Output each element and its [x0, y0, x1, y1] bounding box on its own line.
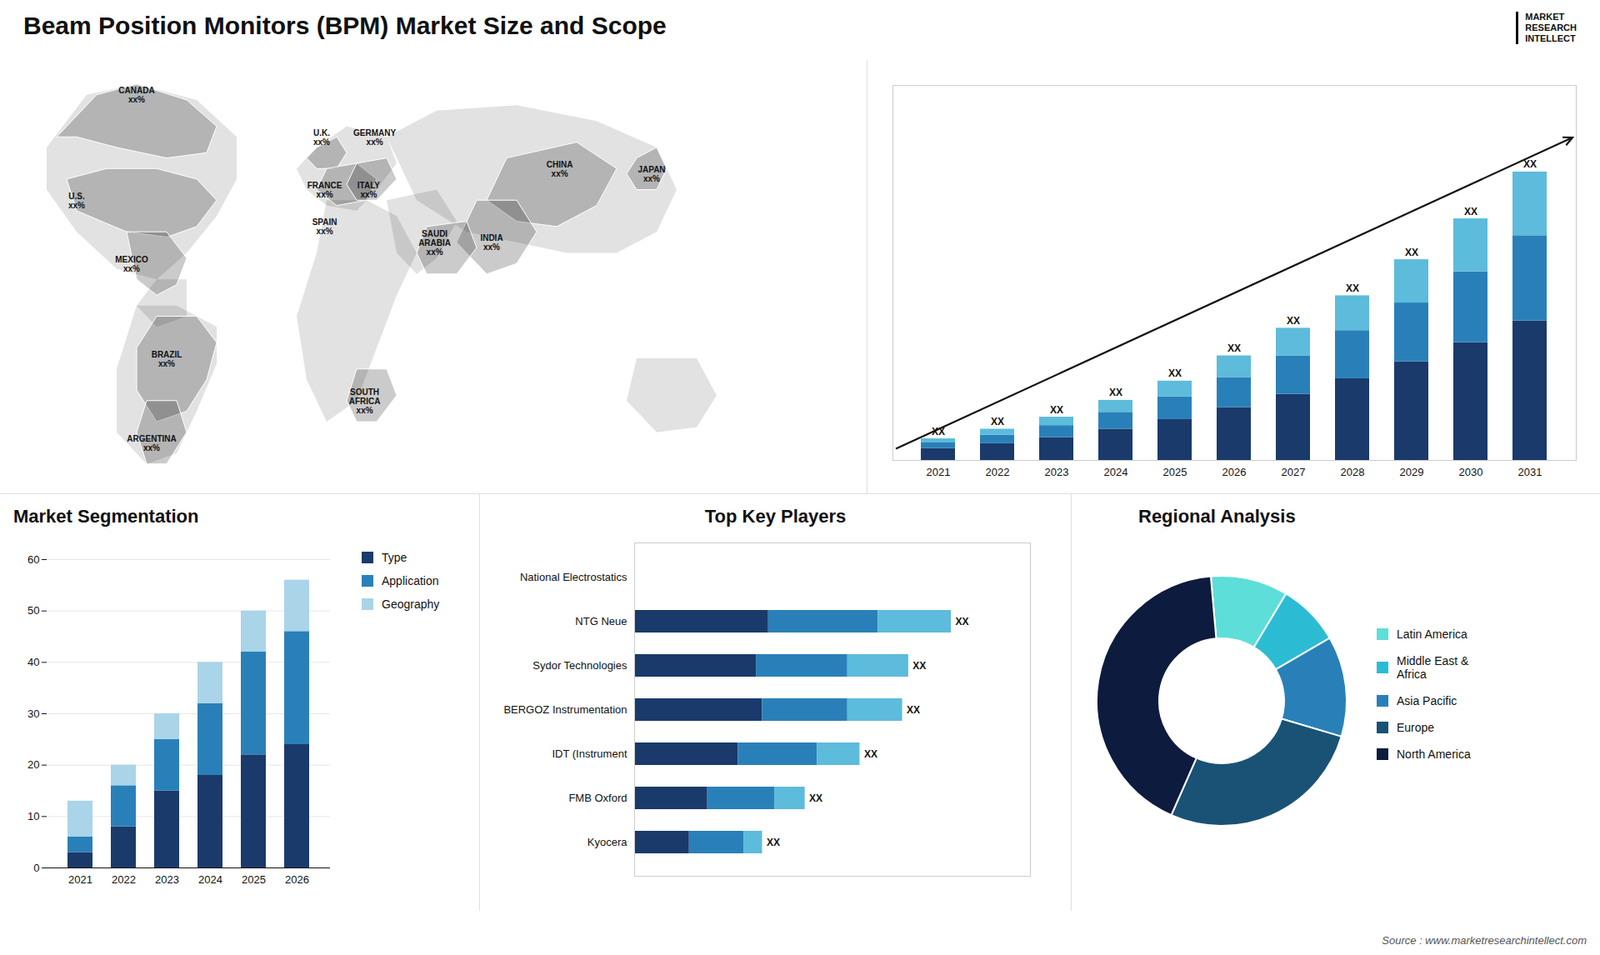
html-text:MARKET: MARKET [1525, 11, 1565, 22]
svg-text:ITALYxx%: ITALYxx% [357, 180, 381, 200]
html-text:Middle East & Africa: Middle East & Africa [1396, 654, 1469, 681]
svg-text:ARGENTINAxx%: ARGENTINAxx% [126, 434, 176, 453]
svg-text:XX: XX [864, 748, 878, 760]
svg-text:XX: XX [1109, 386, 1123, 399]
html-text:Beam Position Monitors (BPM) M: Beam Position Monitors (BPM) Market Size… [23, 11, 667, 40]
svg-text:2026: 2026 [285, 873, 310, 886]
html-text:Europe: Europe [1396, 720, 1435, 735]
svg-text:XX: XX [809, 792, 823, 805]
svg-text:XX: XX [1227, 342, 1241, 355]
html-text:Source : www.marketresearchint: Source : www.marketresearchintellect.com [1381, 934, 1587, 947]
svg-text:JAPANxx%: JAPANxx% [637, 165, 665, 184]
svg-text:CANADAxx%: CANADAxx% [118, 85, 155, 105]
svg-text:XX: XX [1345, 282, 1360, 295]
svg-text:40: 40 [27, 655, 40, 669]
svg-text:National Electrostatics: National Electrostatics [520, 570, 628, 584]
svg-text:2025: 2025 [241, 873, 266, 886]
svg-text:XX: XX [955, 615, 970, 628]
svg-text:0: 0 [33, 861, 40, 875]
svg-text:2029: 2029 [1400, 465, 1425, 479]
svg-text:CHINAxx%: CHINAxx% [546, 160, 574, 179]
svg-text:XX: XX [1286, 315, 1300, 327]
svg-text:2023: 2023 [155, 873, 180, 886]
html-text:RESEARCH: RESEARCH [1525, 22, 1577, 33]
svg-text:2023: 2023 [1045, 465, 1070, 479]
svg-text:GERMANYxx%: GERMANYxx% [353, 128, 396, 147]
svg-text:2024: 2024 [198, 873, 223, 886]
html-text:North America: North America [1396, 747, 1471, 761]
svg-text:XX: XX [1405, 246, 1419, 259]
svg-text:MEXICOxx%: MEXICOxx% [115, 255, 149, 274]
svg-text:XX: XX [766, 836, 780, 849]
svg-text:10: 10 [27, 810, 40, 823]
svg-text:XX: XX [990, 415, 1005, 428]
svg-text:2026: 2026 [1222, 465, 1247, 479]
svg-text:XX: XX [931, 425, 945, 438]
html-text:Latin America: Latin America [1396, 627, 1468, 641]
svg-text:Sydor Technologies: Sydor Technologies [532, 659, 628, 672]
html-text:Top Key Players: Top Key Players [704, 505, 847, 527]
svg-text:2031: 2031 [1518, 465, 1543, 479]
svg-text:XX: XX [1464, 205, 1478, 218]
svg-text:50: 50 [27, 604, 40, 617]
svg-text:2024: 2024 [1104, 465, 1129, 479]
html-text:Market Segmentation: Market Segmentation [13, 505, 199, 527]
svg-text:NTG Neue: NTG Neue [575, 615, 627, 628]
svg-text:2030: 2030 [1459, 465, 1484, 479]
svg-text:2021: 2021 [926, 465, 951, 479]
svg-text:2022: 2022 [111, 873, 136, 886]
svg-text:2025: 2025 [1163, 465, 1188, 479]
svg-text:INDIAxx%: INDIAxx% [480, 233, 503, 252]
html-text:Asia Pacific: Asia Pacific [1396, 694, 1457, 708]
svg-text:Kyocera: Kyocera [587, 835, 628, 849]
svg-text:XX: XX [1168, 367, 1182, 380]
html-text:Application: Application [381, 574, 439, 588]
svg-text:SPAINxx%: SPAINxx% [312, 217, 338, 236]
svg-text:20: 20 [27, 758, 40, 771]
svg-text:XX: XX [1523, 158, 1537, 170]
svg-text:XX: XX [1050, 404, 1064, 416]
svg-text:FMB Oxford: FMB Oxford [568, 791, 627, 805]
svg-text:2028: 2028 [1340, 465, 1365, 479]
svg-text:2027: 2027 [1281, 465, 1306, 479]
svg-text:BERGOZ Instrumentation: BERGOZ Instrumentation [503, 703, 627, 716]
html-text:INTELLECT: INTELLECT [1525, 33, 1576, 44]
svg-text:XX: XX [906, 704, 920, 716]
html-text:Regional Analysis: Regional Analysis [1138, 505, 1296, 527]
svg-text:U.K.xx%: U.K.xx% [313, 128, 330, 147]
svg-text:30: 30 [27, 707, 40, 720]
svg-text:IDT (Instrument: IDT (Instrument [551, 747, 627, 760]
svg-text:SOUTHAFRICAxx%: SOUTHAFRICAxx% [349, 387, 381, 415]
svg-text:2022: 2022 [985, 465, 1010, 479]
svg-text:SAUDIARABIAxx%: SAUDIARABIAxx% [418, 229, 451, 257]
svg-text:XX: XX [912, 660, 926, 672]
svg-text:BRAZILxx%: BRAZILxx% [151, 350, 183, 369]
svg-text:FRANCExx%: FRANCExx% [307, 180, 343, 200]
svg-text:U.S.xx%: U.S.xx% [68, 191, 85, 210]
html-text:Type: Type [381, 550, 407, 565]
html-text:Geography: Geography [381, 597, 440, 611]
svg-text:60: 60 [27, 553, 40, 566]
svg-text:2021: 2021 [68, 873, 93, 886]
